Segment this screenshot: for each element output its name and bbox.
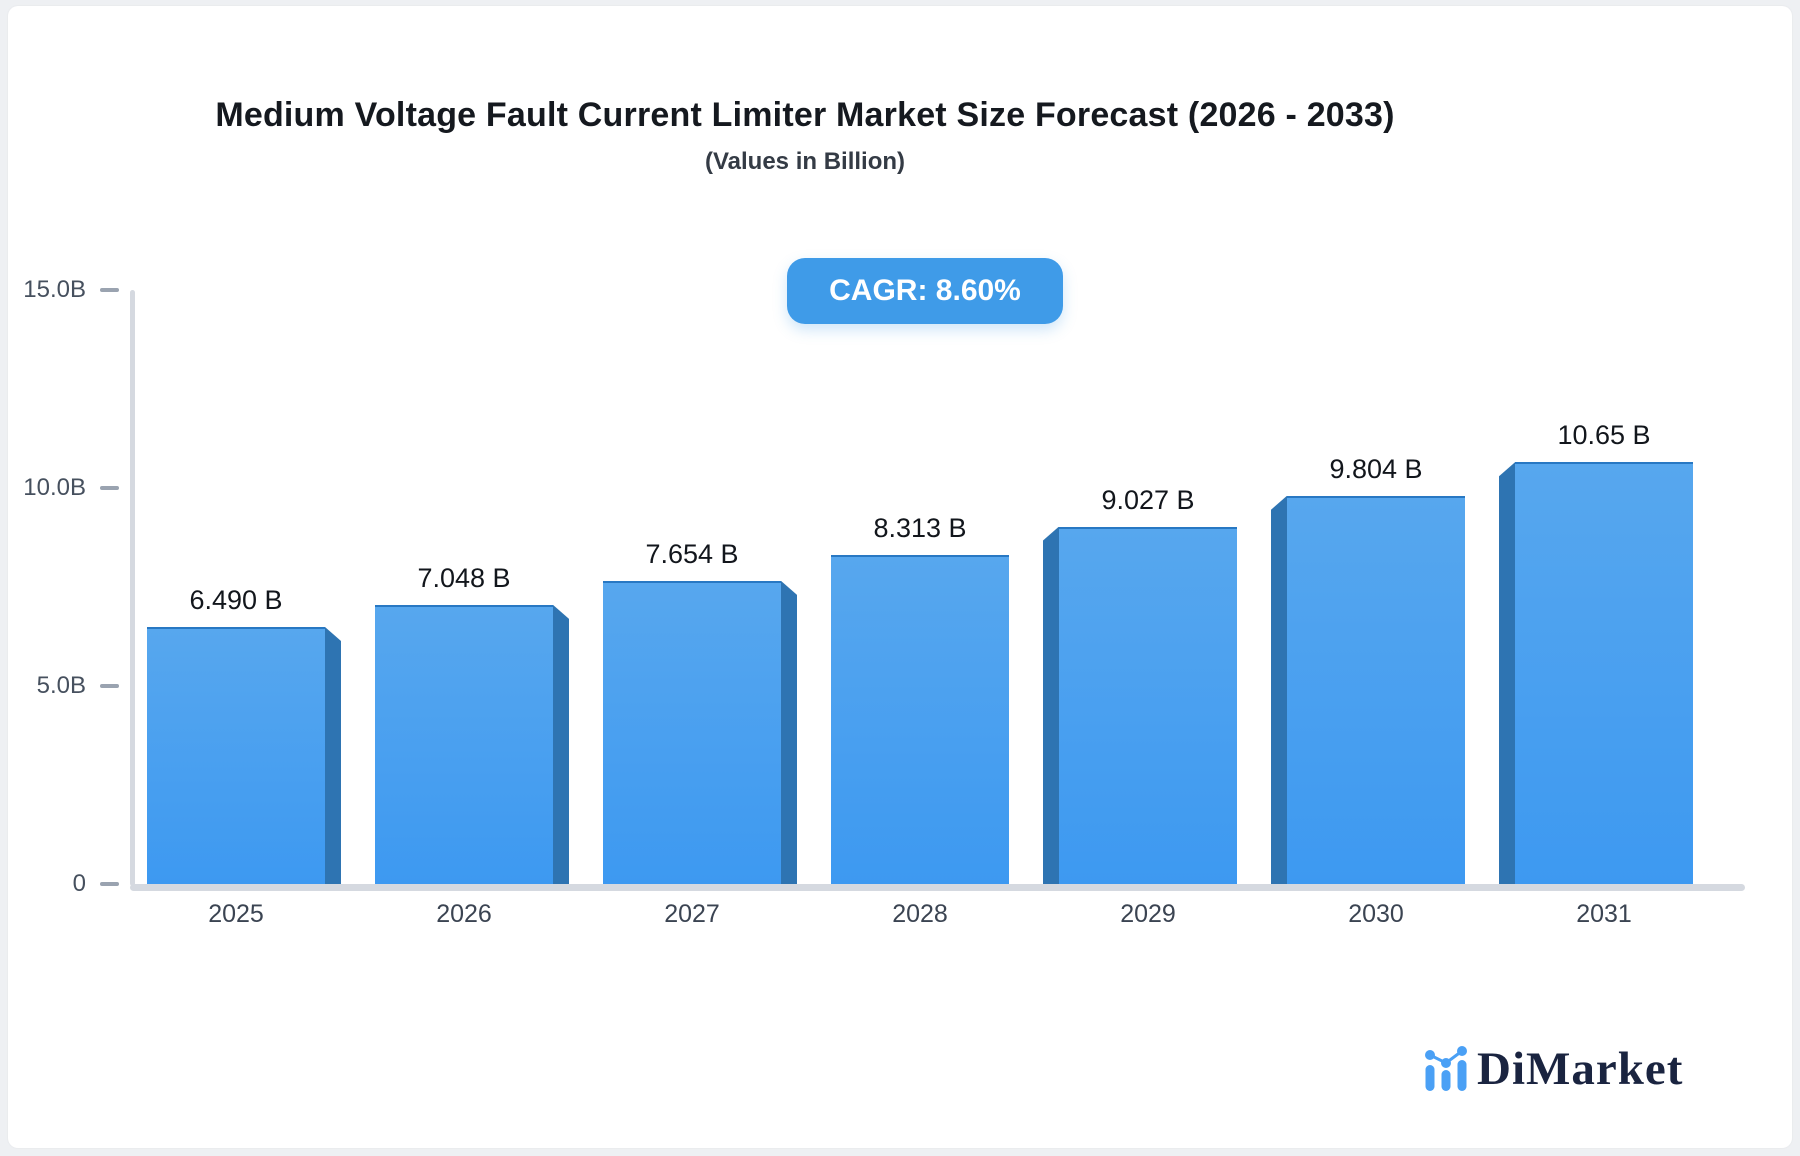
bar-2031[interactable] [1515,462,1693,884]
y-tick-label: 5.0B [36,672,86,699]
bar-side-2026 [553,604,569,884]
bar-value-label-2030: 9.804 B [1329,453,1423,484]
y-tick-label: 15.0B [23,276,86,303]
y-tick-dash [100,486,119,490]
x-axis-label-2030: 2030 [1348,900,1404,928]
bar-value-label-2027: 7.654 B [645,538,739,569]
dimarket-logo-icon [1425,1046,1467,1091]
y-tick-label: 10.0B [23,474,86,501]
bar-2026[interactable] [375,604,553,884]
x-axis-label-2031: 2031 [1576,900,1632,928]
bar-2030[interactable] [1287,495,1465,884]
y-tick-dash [100,882,119,886]
chart-stage: Medium Voltage Fault Current Limiter Mar… [8,6,1792,1148]
chart-title: Medium Voltage Fault Current Limiter Mar… [215,96,1395,134]
x-axis-label-2029: 2029 [1120,900,1176,928]
bar-value-label-2029: 9.027 B [1101,484,1195,515]
x-axis-line [130,884,1745,891]
chart-subtitle: (Values in Billion) [704,148,906,175]
bar-side-2025 [325,626,341,884]
y-tick-label: 0 [72,870,86,897]
y-axis-line [130,290,135,886]
cagr-badge: CAGR: 8.60% [787,258,1063,324]
bar-2025[interactable] [147,626,325,884]
y-tick-dash [100,684,119,688]
bar-side-2029 [1043,526,1059,884]
bar-value-label-2025: 6.490 B [189,584,283,615]
bar-side-2031 [1499,462,1515,884]
dimarket-logo: DiMarket [1423,1043,1684,1095]
x-axis-label-2026: 2026 [436,900,492,928]
bar-value-label-2026: 7.048 B [417,562,511,593]
x-axis-label-2028: 2028 [892,900,948,928]
x-axis-label-2025: 2025 [208,900,264,928]
bar-2029[interactable] [1059,526,1237,884]
chart-card: Medium Voltage Fault Current Limiter Mar… [8,6,1792,1148]
y-tick-dash [100,288,119,292]
bar-side-2027 [781,580,797,884]
bar-2028[interactable] [831,554,1009,884]
dimarket-logo-text: DiMarket [1477,1043,1684,1095]
bar-value-label-2031: 10.65 B [1557,420,1651,451]
bar-2027[interactable] [603,580,781,884]
bar-value-label-2028: 8.313 B [873,512,967,543]
bar-side-2030 [1271,495,1287,884]
x-axis-label-2027: 2027 [664,900,720,928]
